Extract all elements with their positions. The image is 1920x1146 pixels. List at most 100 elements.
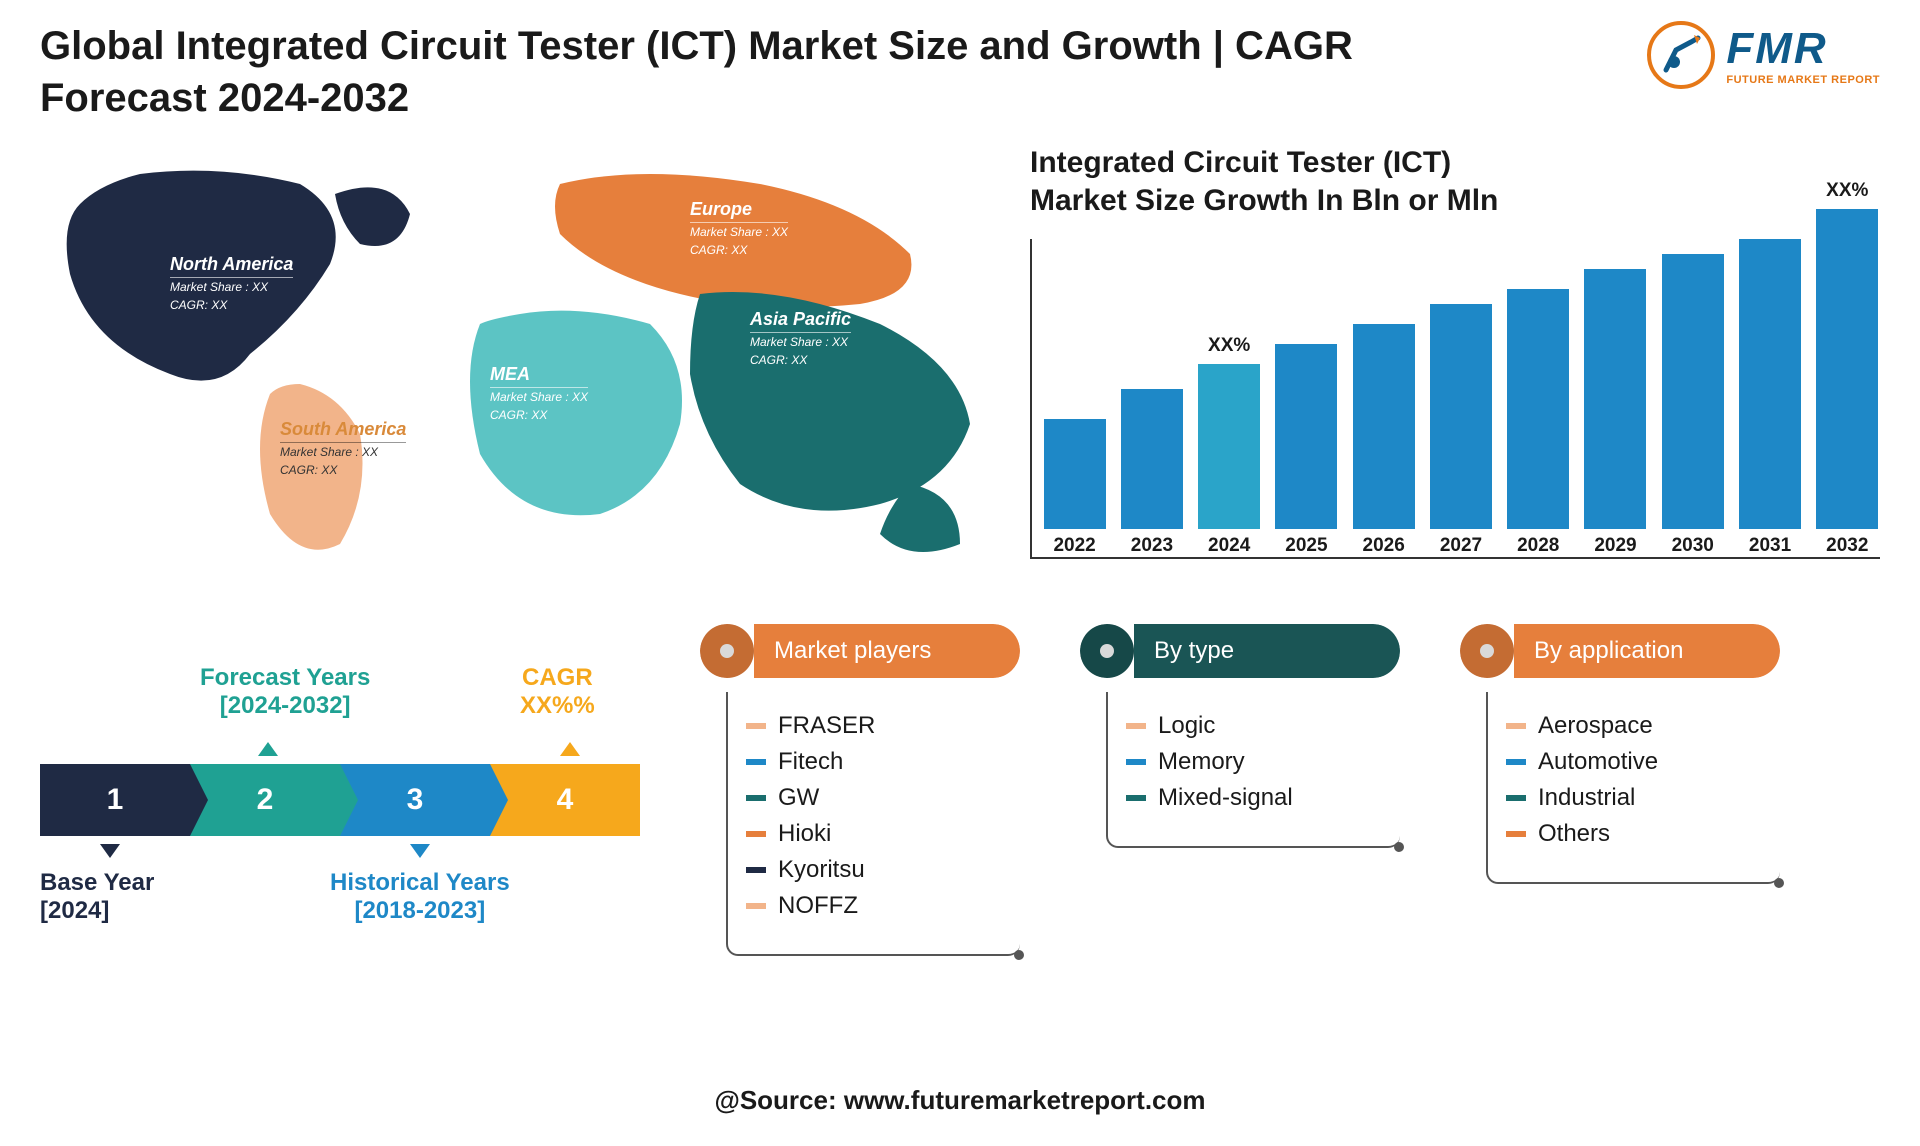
cagr-label: CAGR	[522, 664, 593, 691]
bar-2028: 2028	[1506, 289, 1571, 557]
bar-chart: Integrated Circuit Tester (ICT) Market S…	[1030, 144, 1880, 564]
category-item: Industrial	[1488, 780, 1780, 816]
bar-year-label: 2023	[1131, 535, 1173, 557]
bars-container: 202220232024XX%2025202620272028202920302…	[1030, 239, 1880, 559]
bar-year-label: 2029	[1594, 535, 1636, 557]
arrow-down-icon	[410, 844, 430, 858]
timeline: Forecast Years [2024-2032] CAGR XX%% 1 2…	[40, 614, 640, 964]
bar-rect	[1121, 389, 1183, 529]
region-sa-share: Market Share : XX	[280, 442, 406, 459]
timeline-seg-1: 1	[40, 764, 190, 836]
bar-rect	[1816, 209, 1878, 529]
category-item: GW	[728, 780, 1020, 816]
region-mea-cagr: CAGR: XX	[490, 406, 588, 422]
bar-2032: 2032XX%	[1815, 209, 1880, 557]
region-na-share: Market Share : XX	[170, 277, 293, 294]
forecast-range: [2024-2032]	[220, 692, 351, 719]
bar-note-2024: XX%	[1208, 335, 1250, 357]
tick-icon	[1506, 723, 1526, 729]
bar-2023: 2023	[1119, 389, 1184, 557]
region-na-cagr: CAGR: XX	[170, 296, 293, 312]
category-item: Automotive	[1488, 744, 1780, 780]
bullet-icon	[1460, 624, 1514, 678]
category-item-label: Logic	[1158, 712, 1215, 740]
region-mea-name: MEA	[490, 364, 588, 385]
timeline-seg-2: 2	[190, 764, 340, 836]
bar-rect	[1275, 344, 1337, 529]
bar-2030: 2030	[1660, 254, 1725, 557]
page-title: Global Integrated Circuit Tester (ICT) M…	[40, 20, 1440, 124]
source-text: @Source: www.futuremarketreport.com	[714, 1085, 1205, 1116]
categories: Market players FRASER Fitech GWHiokiKyorits…	[700, 614, 1880, 956]
region-na-name: North America	[170, 254, 293, 275]
tick-icon	[746, 903, 766, 909]
bar-2031: 2031	[1737, 239, 1802, 557]
category-item: Fitech	[728, 744, 1020, 780]
bar-year-label: 2032	[1826, 535, 1868, 557]
category-column: By application Aerospace Automotive Industr…	[1460, 624, 1780, 956]
bar-2029: 2029	[1583, 269, 1648, 557]
chart-title: Integrated Circuit Tester (ICT) Market S…	[1030, 144, 1550, 219]
category-item: Kyoritsu	[728, 852, 1020, 888]
category-title: Market players	[754, 624, 1020, 678]
category-item-label: Mixed-signal	[1158, 784, 1293, 812]
category-title: By type	[1134, 624, 1400, 678]
region-sa-name: South America	[280, 419, 406, 440]
timeline-seg-3: 3	[340, 764, 490, 836]
region-sa-cagr: CAGR: XX	[280, 461, 406, 477]
bar-year-label: 2028	[1517, 535, 1559, 557]
world-map: North America Market Share : XX CAGR: XX…	[40, 144, 1000, 564]
logo-subtext: FUTURE MARKET REPORT	[1726, 74, 1880, 86]
bar-year-label: 2024	[1208, 535, 1250, 557]
category-item: Aerospace	[1488, 708, 1780, 744]
historical-label: Historical Years	[330, 869, 510, 896]
tick-icon	[1506, 831, 1526, 837]
category-item: Logic	[1108, 708, 1400, 744]
category-item: Others	[1488, 816, 1780, 852]
cagr-range: XX%%	[520, 692, 595, 719]
arrow-up-icon	[258, 742, 278, 756]
category-column: Market players FRASER Fitech GWHiokiKyorits…	[700, 624, 1020, 956]
tick-icon	[746, 831, 766, 837]
logo-text: FMR	[1726, 24, 1880, 74]
tick-icon	[746, 795, 766, 801]
tick-icon	[746, 723, 766, 729]
timeline-seg-4: 4	[490, 764, 640, 836]
bar-rect	[1430, 304, 1492, 529]
bar-year-label: 2025	[1285, 535, 1327, 557]
bar-rect	[1739, 239, 1801, 529]
tick-icon	[746, 867, 766, 873]
tick-icon	[1126, 723, 1146, 729]
region-eu-share: Market Share : XX	[690, 222, 788, 239]
category-item-label: Others	[1538, 820, 1610, 848]
category-item: Memory	[1108, 744, 1400, 780]
tick-icon	[746, 759, 766, 765]
map-svg	[40, 144, 1000, 564]
category-item-label: NOFFZ	[778, 892, 858, 920]
category-item-label: Automotive	[1538, 748, 1658, 776]
category-item-label: Fitech	[778, 748, 843, 776]
category-item: Hioki	[728, 816, 1020, 852]
bar-year-label: 2026	[1363, 535, 1405, 557]
tick-icon	[1126, 759, 1146, 765]
bullet-icon	[1080, 624, 1134, 678]
bar-rect	[1662, 254, 1724, 529]
bar-2027: 2027	[1428, 304, 1493, 557]
telescope-icon	[1646, 20, 1716, 90]
bar-rect	[1584, 269, 1646, 529]
region-eu-cagr: CAGR: XX	[690, 241, 788, 257]
category-item-label: FRASER	[778, 712, 875, 740]
bar-year-label: 2022	[1053, 535, 1095, 557]
arrow-up-icon	[560, 742, 580, 756]
tick-icon	[1126, 795, 1146, 801]
bar-rect	[1353, 324, 1415, 529]
category-item: NOFFZ	[728, 888, 1020, 924]
bar-2022: 2022	[1042, 419, 1107, 557]
bar-rect	[1044, 419, 1106, 529]
category-list: Aerospace Automotive Industrial Others	[1486, 692, 1780, 884]
bar-year-label: 2027	[1440, 535, 1482, 557]
region-ap-share: Market Share : XX	[750, 332, 851, 349]
category-header: By application	[1460, 624, 1780, 678]
region-eu-name: Europe	[690, 199, 788, 220]
category-item-label: Memory	[1158, 748, 1245, 776]
